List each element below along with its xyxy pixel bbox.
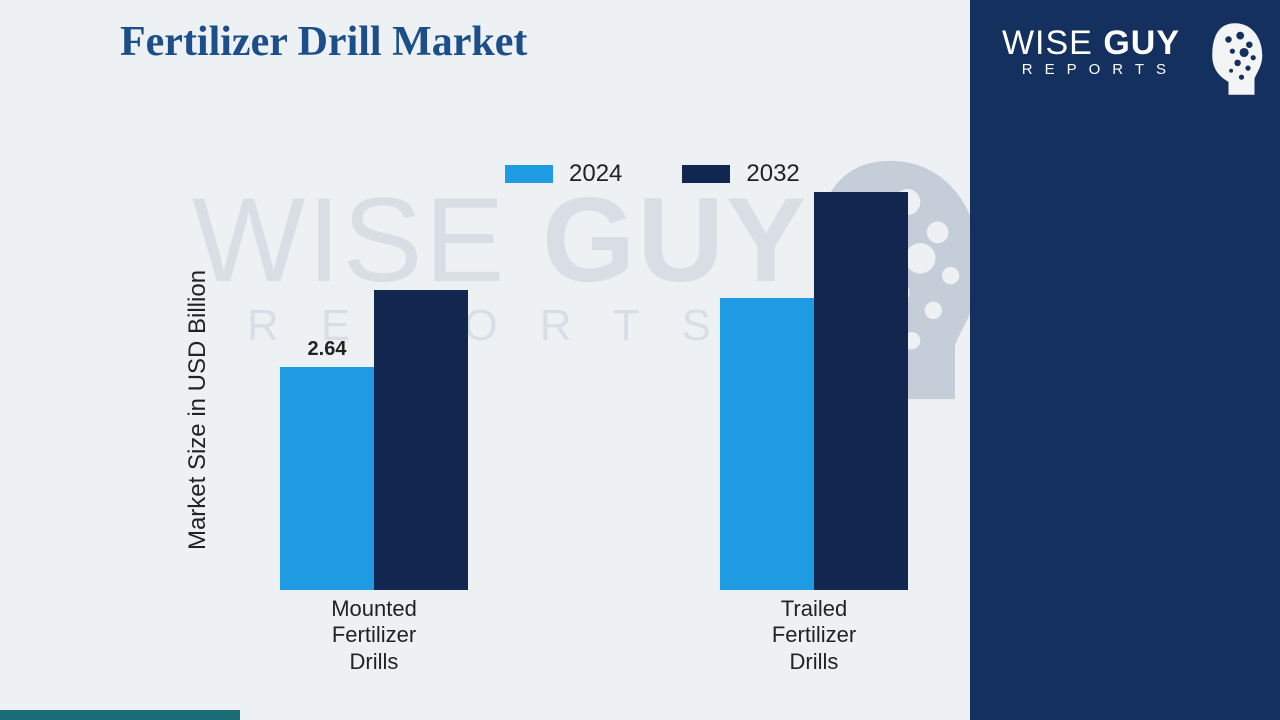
chart-title: Fertilizer Drill Market [120,18,527,66]
bar-2032-1 [814,192,908,590]
bar-2024-1 [720,298,814,590]
chart-area: Market Size in USD Billion 2.64MountedFe… [70,150,950,670]
category-label: MountedFertilizerDrills [274,596,474,675]
brand-logo-text: WISE GUY REPORTS [1002,26,1180,77]
brand-line2: REPORTS [1002,62,1180,77]
brand-line1a: WISE [1002,24,1103,62]
report-slide: WISE GUY REPORTS Fertilizer Drill Market… [0,0,1280,720]
right-panel [970,0,1280,720]
brand-head-icon [1200,20,1270,98]
brand-line1b: GUY [1103,24,1180,62]
bar-2024-0 [280,367,374,590]
bar-2032-0 [374,290,468,590]
bar-value-label: 2.64 [280,338,374,361]
plot-region: 2.64MountedFertilizerDrillsTrailedFertil… [130,150,950,590]
category-label: TrailedFertilizerDrills [714,596,914,675]
bottom-accent-bar [0,710,240,720]
